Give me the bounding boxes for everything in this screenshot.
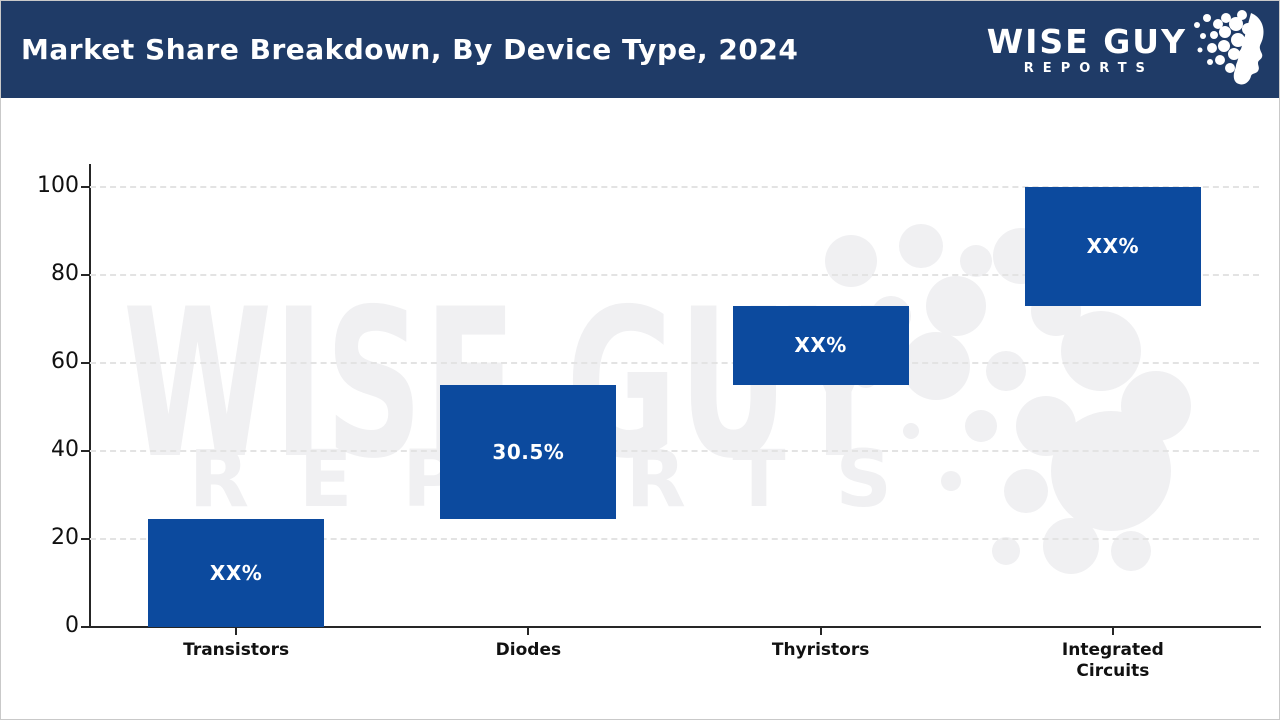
y-tick-label: 80	[51, 261, 79, 286]
y-tick-label: 20	[51, 525, 79, 550]
y-tick-mark	[81, 362, 89, 364]
y-tick-mark	[81, 186, 89, 188]
brand-logo-subtitle: REPORTS	[1023, 60, 1154, 76]
brand-logo-text: WISE GUY REPORTS	[987, 25, 1187, 75]
x-tick-mark	[527, 628, 530, 635]
x-axis-line	[89, 626, 1261, 628]
x-category-label: Transistors	[183, 640, 290, 660]
y-tick-mark	[81, 626, 89, 628]
y-tick-label: 0	[65, 613, 79, 638]
x-category-label: Diodes	[495, 640, 562, 660]
y-tick-label: 100	[37, 173, 79, 198]
brand-logo-name: WISE GUY	[986, 21, 1187, 61]
x-tick-mark	[235, 628, 238, 635]
bar-value-label: 30.5%	[492, 440, 565, 465]
gridline-60	[90, 362, 1259, 364]
bar-diodes: 30.5%	[440, 385, 617, 520]
gridline-80	[90, 274, 1259, 276]
brand-logo: WISE GUY REPORTS	[987, 9, 1267, 91]
x-tick-mark	[1111, 628, 1114, 635]
bar-transistors: XX%	[148, 519, 325, 627]
y-axis-line	[89, 164, 91, 628]
bar-value-label: XX%	[1086, 234, 1140, 259]
gridline-20	[90, 538, 1259, 540]
bar-thyristors: XX%	[732, 305, 909, 385]
x-category-label: Thyristors	[771, 640, 870, 660]
bar-value-label: XX%	[794, 333, 847, 358]
bar-integrated-circuits: XX%	[1024, 187, 1201, 306]
y-tick-label: 60	[51, 349, 79, 374]
gridline-40	[90, 450, 1259, 452]
y-tick-mark	[81, 450, 89, 452]
y-tick-mark	[81, 274, 89, 276]
page-title: Market Share Breakdown, By Device Type, …	[21, 33, 799, 66]
x-tick-mark	[819, 628, 822, 635]
bar-value-label: XX%	[209, 561, 263, 586]
gridline-100	[90, 186, 1259, 188]
y-tick-label: 40	[51, 437, 79, 462]
header: Market Share Breakdown, By Device Type, …	[1, 1, 1279, 98]
y-tick-mark	[81, 538, 89, 540]
x-category-label: Integrated Circuits	[1061, 640, 1164, 682]
brand-logo-face-icon	[1194, 9, 1264, 84]
